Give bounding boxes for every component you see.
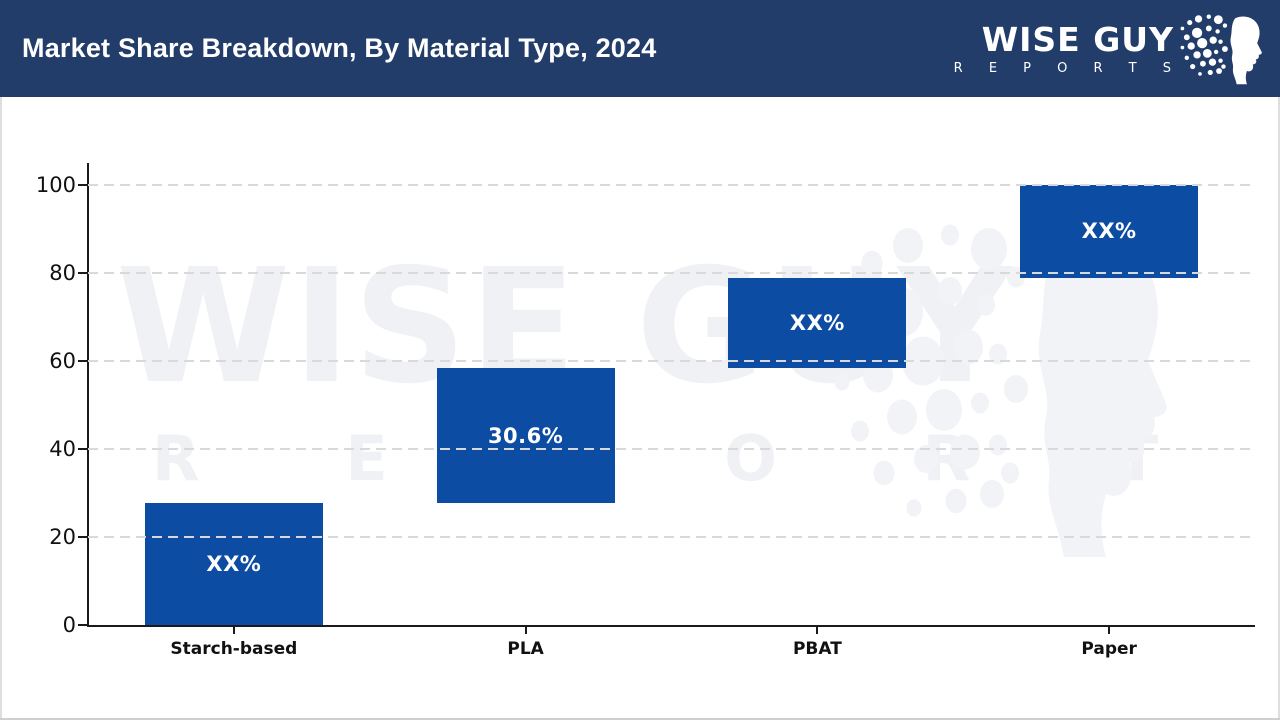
gridline-60 [88,360,1255,362]
y-axis-tick-label-20: 20 [49,525,76,549]
logo-secondary-text: R E P O R T S [953,60,1182,76]
x-axis-label-paper: Paper [1081,639,1137,659]
y-axis-tick-label-100: 100 [35,173,76,197]
bar-value-label-starch-based: XX% [206,552,262,577]
bar-value-label-paper: XX% [1081,219,1137,244]
bar-pbat: XX% [728,277,907,369]
x-axis-label-pbat: PBAT [792,639,842,659]
x-tick-mark-pla [524,627,527,634]
y-axis-tick-label-80: 80 [49,261,76,285]
y-tick-mark-20 [78,536,87,538]
x-tick-mark-pbat [816,627,819,634]
page-title: Market Share Breakdown, By Material Type… [22,33,657,63]
bar-value-label-pla: 30.6% [487,423,564,448]
gridline-40 [88,448,1255,450]
bar-starch-based: XX% [144,503,323,625]
bar-pla: 30.6% [436,368,615,504]
x-axis-line [87,625,1255,627]
x-tick-mark-paper [1108,627,1111,634]
bar-paper: XX% [1020,185,1199,278]
y-tick-mark-100 [78,184,87,186]
gridline-20 [88,536,1255,538]
y-tick-mark-0 [78,624,87,626]
bar-value-label-pbat: XX% [789,311,845,336]
y-tick-mark-60 [78,360,87,362]
y-axis-tick-label-60: 60 [49,349,76,373]
gridline-80 [88,272,1255,274]
logo-primary-text: WISE GUY [981,19,1174,59]
x-tick-mark-starch-based [232,627,235,634]
x-axis-label-starch-based: Starch-based [170,639,298,659]
y-tick-mark-80 [78,272,87,274]
logo-text: WISE GUY R E P O R T S [954,23,1174,75]
wise-guy-logo: WISE GUY R E P O R T S [954,12,1266,86]
gridline-100 [88,184,1255,186]
y-axis-tick-label-40: 40 [49,437,76,461]
y-tick-mark-40 [78,448,87,450]
y-axis-line [87,163,89,627]
header-bar: Market Share Breakdown, By Material Type… [0,0,1280,97]
y-axis-tick-label-0: 0 [62,613,76,637]
x-axis-label-pla: PLA [507,639,544,659]
